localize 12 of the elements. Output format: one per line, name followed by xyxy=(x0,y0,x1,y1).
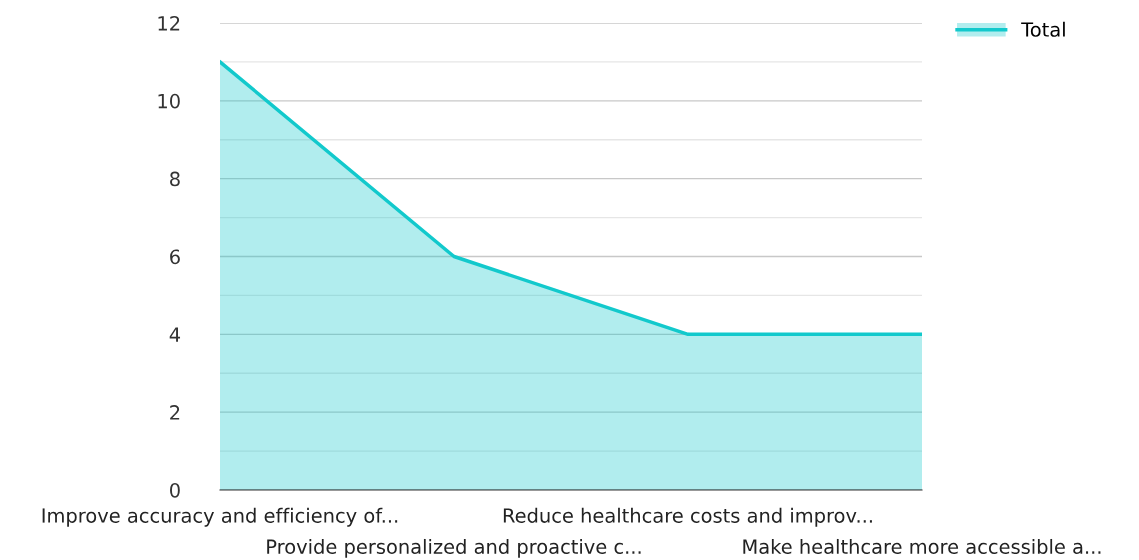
y-tick-label: 6 xyxy=(170,249,180,265)
x-tick-label: Improve accuracy and efficiency of... xyxy=(42,507,398,527)
y-tick-label: 2 xyxy=(170,405,180,420)
y-tick-label: 12 xyxy=(158,15,180,31)
y-tick-label: 0 xyxy=(170,482,180,498)
y-tick-label: 8 xyxy=(170,171,180,187)
x-tick-label: Reduce healthcare costs and improv... xyxy=(503,507,872,527)
x-tick-label: Make healthcare more accessible a... xyxy=(743,538,1101,555)
x-tick-label: Provide personalized and proactive c... xyxy=(267,538,641,558)
y-tick-label: 10 xyxy=(158,93,180,109)
legend-label: Total xyxy=(1021,21,1065,37)
y-tick-label: 4 xyxy=(169,327,181,342)
